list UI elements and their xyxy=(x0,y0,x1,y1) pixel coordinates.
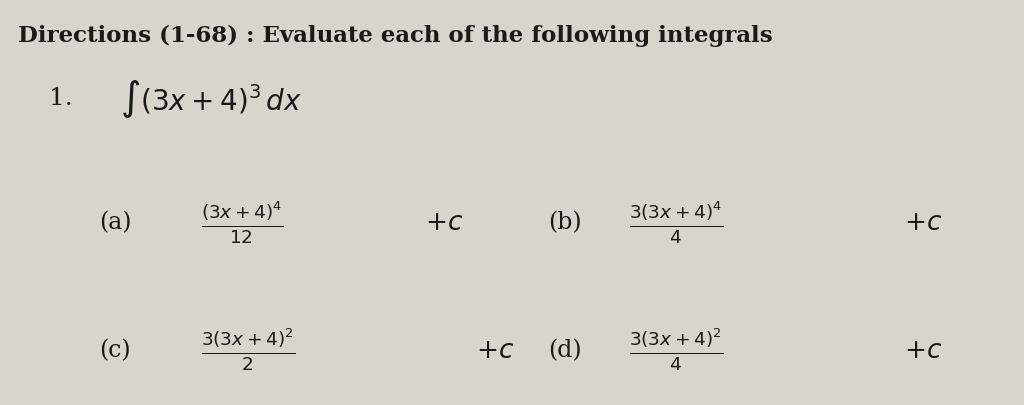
Text: $+c$: $+c$ xyxy=(476,338,515,363)
Text: $+c$: $+c$ xyxy=(904,338,942,363)
Text: (a): (a) xyxy=(99,211,132,234)
Text: $\int(3x+4)^3\,dx$: $\int(3x+4)^3\,dx$ xyxy=(120,78,302,119)
Text: (b): (b) xyxy=(548,211,582,234)
Text: Directions (1-68) : Evaluate each of the following integrals: Directions (1-68) : Evaluate each of the… xyxy=(18,25,773,47)
Text: 1.: 1. xyxy=(48,87,73,110)
Text: (d): (d) xyxy=(548,339,582,362)
Text: $\frac{3(3x+4)^{2}}{4}$: $\frac{3(3x+4)^{2}}{4}$ xyxy=(629,327,723,373)
Text: $\frac{3(3x+4)^{2}}{2}$: $\frac{3(3x+4)^{2}}{2}$ xyxy=(202,327,296,373)
Text: $+c$: $+c$ xyxy=(904,210,942,235)
Text: $\frac{(3x+4)^{4}}{12}$: $\frac{(3x+4)^{4}}{12}$ xyxy=(202,199,284,245)
Text: $+c$: $+c$ xyxy=(425,210,464,235)
Text: $\frac{3(3x+4)^{4}}{4}$: $\frac{3(3x+4)^{4}}{4}$ xyxy=(629,199,723,245)
Text: (c): (c) xyxy=(99,339,131,362)
